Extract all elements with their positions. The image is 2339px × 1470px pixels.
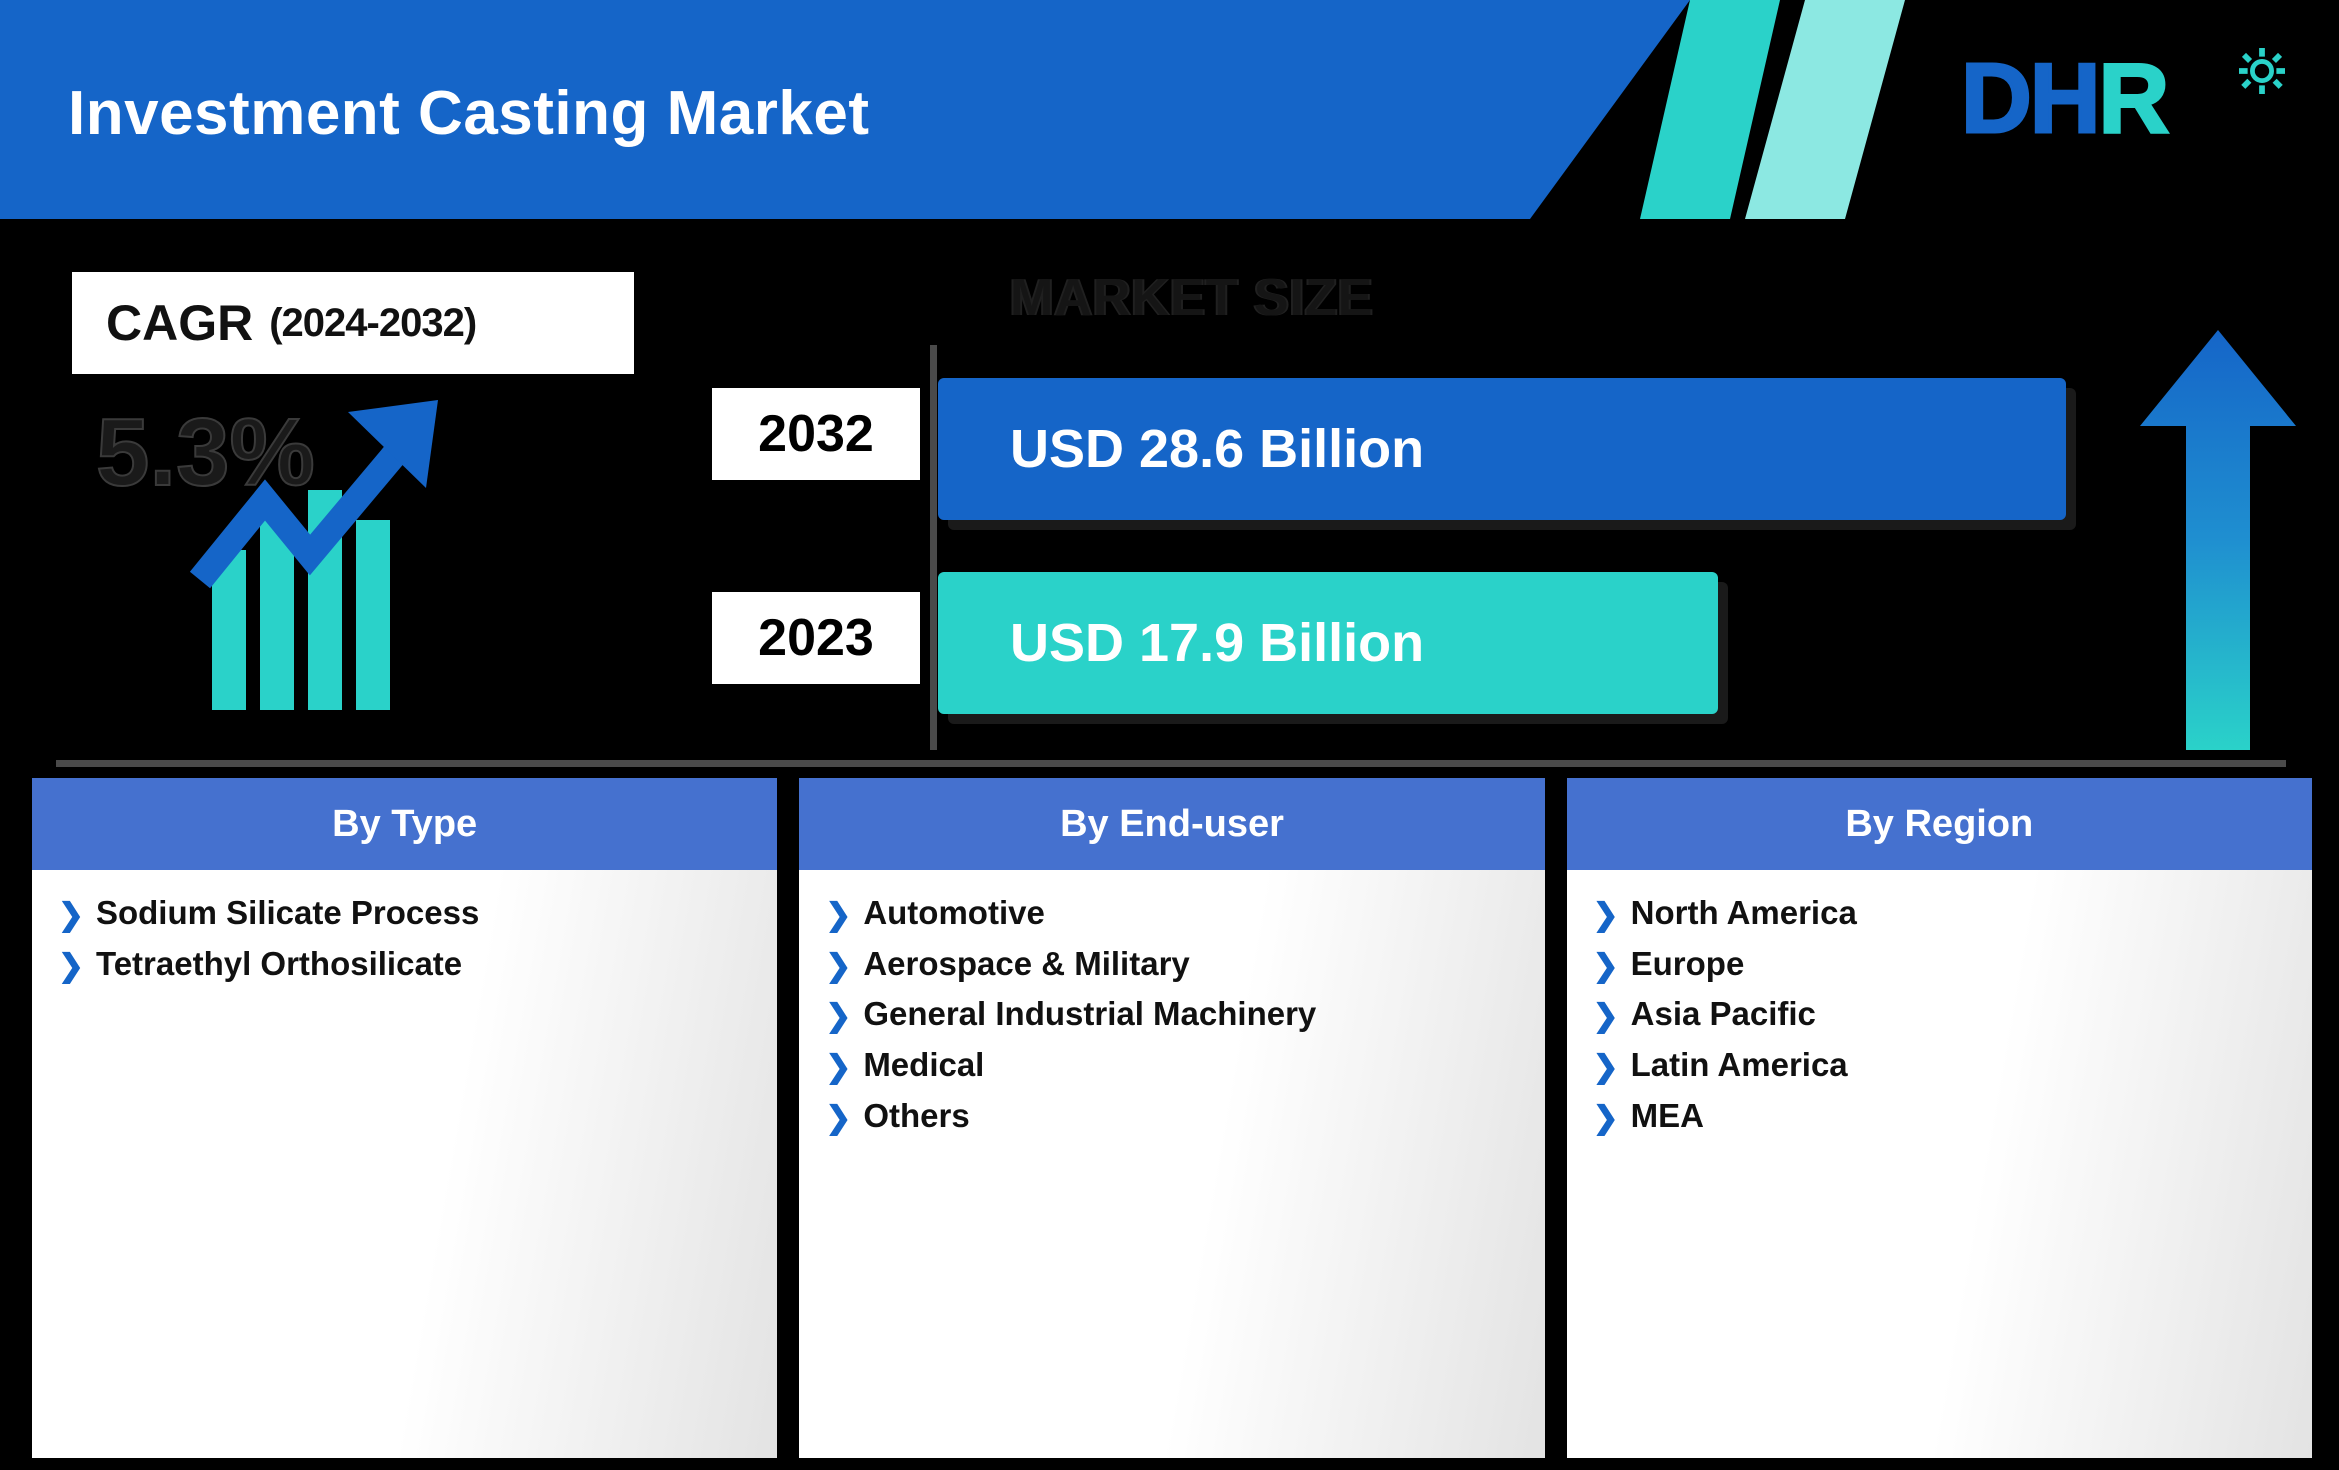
gear-icon xyxy=(2239,48,2285,94)
chevron-right-icon: ❯ xyxy=(1592,1048,1619,1084)
cagr-value: 5.3% xyxy=(95,398,316,507)
column-body-by-region: ❯ North America ❯ Europe ❯ Asia Pacific … xyxy=(1566,870,2312,1458)
list-item[interactable]: ❯ Automotive xyxy=(825,894,1544,932)
chevron-right-icon: ❯ xyxy=(1592,1099,1619,1135)
list-item-label: Others xyxy=(863,1096,970,1134)
list-item-label: Europe xyxy=(1630,944,1745,982)
chevron-right-icon: ❯ xyxy=(58,947,84,983)
column-by-type: By Type ❯ Sodium Silicate Process ❯ Tetr… xyxy=(32,778,778,1458)
chevron-right-icon: ❯ xyxy=(825,1048,852,1084)
list-item-label: Aerospace & Military xyxy=(863,944,1190,982)
column-by-region: By Region ❯ North America ❯ Europe ❯ Asi… xyxy=(1566,778,2312,1458)
list-item-label: Sodium Silicate Process xyxy=(95,894,480,931)
chevron-right-icon: ❯ xyxy=(1592,998,1619,1034)
chevron-right-icon: ❯ xyxy=(825,1099,852,1135)
column-header-by-end-user: By End-user xyxy=(799,778,1545,870)
dhr-logo: DHR xyxy=(1960,42,2291,172)
bar-2023-year: 2023 xyxy=(712,592,920,684)
list-item-label: Latin America xyxy=(1630,1045,1848,1083)
cagr-period: (2024-2032) xyxy=(269,300,477,345)
list-item[interactable]: ❯ Sodium Silicate Process xyxy=(58,894,777,932)
list-item-label: Automotive xyxy=(863,894,1045,931)
chevron-right-icon: ❯ xyxy=(825,947,852,983)
header: Investment Casting Market DHR xyxy=(0,0,2339,219)
column-body-by-type: ❯ Sodium Silicate Process ❯ Tetraethyl O… xyxy=(32,870,778,1458)
cagr-label: CAGR xyxy=(106,295,254,351)
chart-baseline xyxy=(56,760,2286,767)
logo-wordmark: DHR xyxy=(1960,42,2171,155)
list-item-label: Tetraethyl Orthosilicate xyxy=(95,944,463,982)
chevron-right-icon: ❯ xyxy=(825,998,852,1034)
list-item[interactable]: ❯ Medical xyxy=(825,1045,1544,1084)
chevron-right-icon: ❯ xyxy=(58,897,84,932)
list-item-label: MEA xyxy=(1630,1096,1704,1134)
list-item[interactable]: ❯ North America xyxy=(1592,894,2312,932)
list-item[interactable]: ❯ Latin America xyxy=(1592,1045,2312,1084)
column-body-by-end-user: ❯ Automotive ❯ Aerospace & Military ❯ Ge… xyxy=(799,870,1545,1458)
list-item[interactable]: ❯ Europe xyxy=(1592,944,2312,983)
list-item[interactable]: ❯ Aerospace & Military xyxy=(825,944,1544,983)
bar-2032: USD 28.6 Billion xyxy=(938,378,2066,520)
list-item-label: North America xyxy=(1630,894,1857,931)
list-item[interactable]: ❯ General Industrial Machinery xyxy=(825,997,1544,1032)
list-item[interactable]: ❯ Others xyxy=(825,1096,1544,1135)
list-item[interactable]: ❯ MEA xyxy=(1592,1096,2312,1135)
logo-text-dh: DH xyxy=(1960,42,2103,155)
upward-arrow-icon xyxy=(2140,330,2296,750)
chevron-right-icon: ❯ xyxy=(1592,947,1619,983)
bar-2032-value: USD 28.6 Billion xyxy=(1010,419,1425,479)
bar-2032-year: 2032 xyxy=(712,388,920,480)
list-item-label: Medical xyxy=(863,1045,985,1083)
list-item[interactable]: ❯ Asia Pacific xyxy=(1593,997,2312,1032)
column-by-end-user: By End-user ❯ Automotive ❯ Aerospace & M… xyxy=(799,778,1545,1458)
column-header-by-region: By Region xyxy=(1566,778,2312,870)
chevron-right-icon: ❯ xyxy=(825,897,852,932)
bar-2023: USD 17.9 Billion xyxy=(938,572,1718,714)
cagr-box: CAGR (2024-2032) xyxy=(72,272,634,374)
page-title: Investment Casting Market xyxy=(68,79,870,148)
bar-2023-value: USD 17.9 Billion xyxy=(1010,613,1425,673)
list-item-label: General Industrial Machinery xyxy=(863,995,1317,1033)
growth-chart-icon xyxy=(189,400,438,710)
market-size-title: MARKET SIZE xyxy=(1010,269,1374,327)
chevron-right-icon: ❯ xyxy=(1592,897,1619,932)
column-header-by-type: By Type xyxy=(32,778,778,870)
list-item-label: Asia Pacific xyxy=(1630,995,1816,1033)
category-columns: By Type ❯ Sodium Silicate Process ❯ Tetr… xyxy=(32,778,2312,1458)
header-blue-band xyxy=(0,0,1690,219)
list-item[interactable]: ❯ Tetraethyl Orthosilicate xyxy=(58,944,777,983)
chart-axis xyxy=(930,345,937,750)
logo-text-r: R xyxy=(2097,42,2171,155)
